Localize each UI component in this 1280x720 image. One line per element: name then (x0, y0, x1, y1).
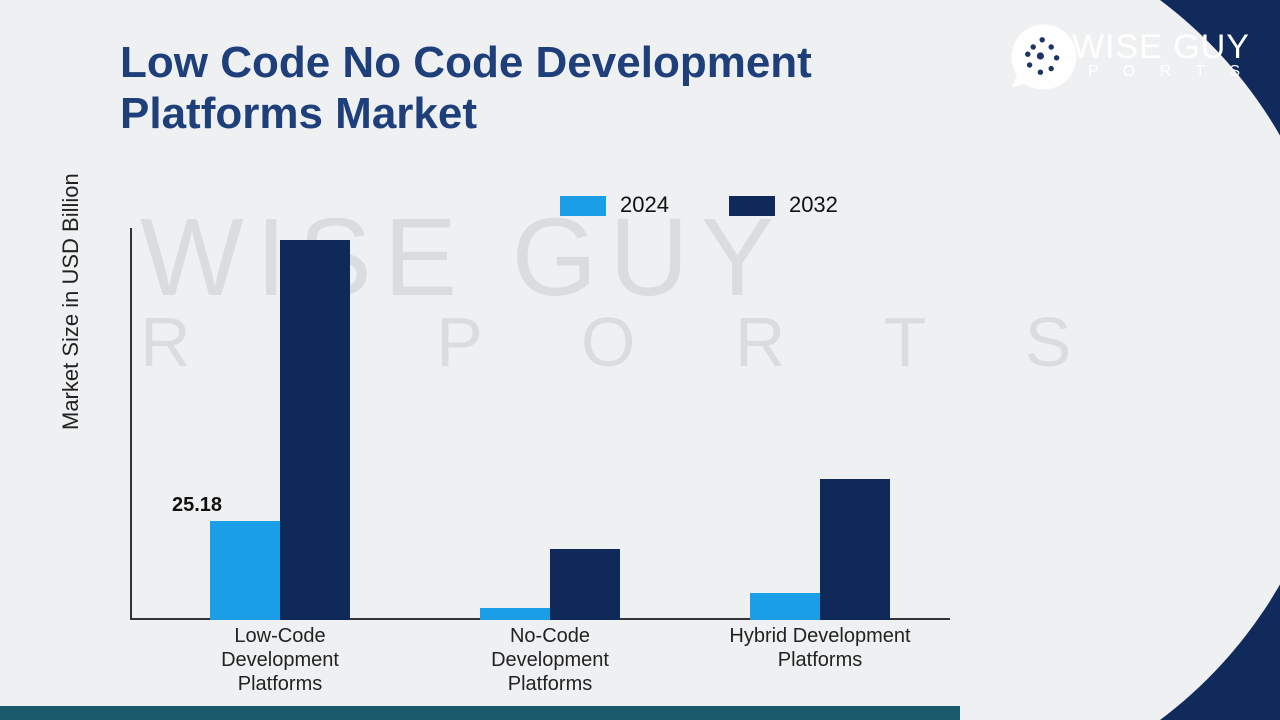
brand-line1: WISE GUY (1017, 28, 1250, 67)
bar (750, 593, 820, 620)
y-axis-label: Market Size in USD Billion (58, 173, 84, 430)
legend-label-2024: 2024 (620, 192, 669, 217)
brand-logo: WISE GUY R E P O R T S (1017, 28, 1250, 81)
bar-group: Low-Code Development Platforms (180, 228, 380, 620)
y-axis (130, 228, 132, 620)
bar (280, 240, 350, 620)
bar-group: Hybrid Development Platforms (720, 228, 920, 620)
bar-group: No-Code Development Platforms (450, 228, 650, 620)
brand-line2: R E P O R T S (1017, 63, 1250, 81)
plot-area: Low-Code Development Platforms No-Code De… (130, 228, 950, 620)
legend-swatch-2024 (560, 196, 606, 216)
legend-swatch-2032 (729, 196, 775, 216)
bar (480, 608, 550, 620)
bar-value-label: 25.18 (172, 494, 222, 517)
bottom-strip (0, 706, 960, 720)
bars-wrap (720, 228, 920, 620)
bar (210, 521, 280, 620)
chart-stage: WISE GUY R E P O R T S Low Code No Code … (0, 0, 1280, 720)
legend-item-2032: 2032 (729, 192, 838, 218)
chart-title: Low Code No Code Development Platforms M… (120, 38, 840, 139)
legend: 2024 2032 (560, 192, 838, 218)
legend-item-2024: 2024 (560, 192, 669, 218)
x-category-label: Hybrid Development Platforms (720, 624, 920, 672)
legend-label-2032: 2032 (789, 192, 838, 217)
bars-wrap (450, 228, 650, 620)
bar (550, 549, 620, 620)
x-category-label: No-Code Development Platforms (450, 624, 650, 696)
bars-wrap (180, 228, 380, 620)
bar (820, 479, 890, 620)
x-category-label: Low-Code Development Platforms (180, 624, 380, 696)
